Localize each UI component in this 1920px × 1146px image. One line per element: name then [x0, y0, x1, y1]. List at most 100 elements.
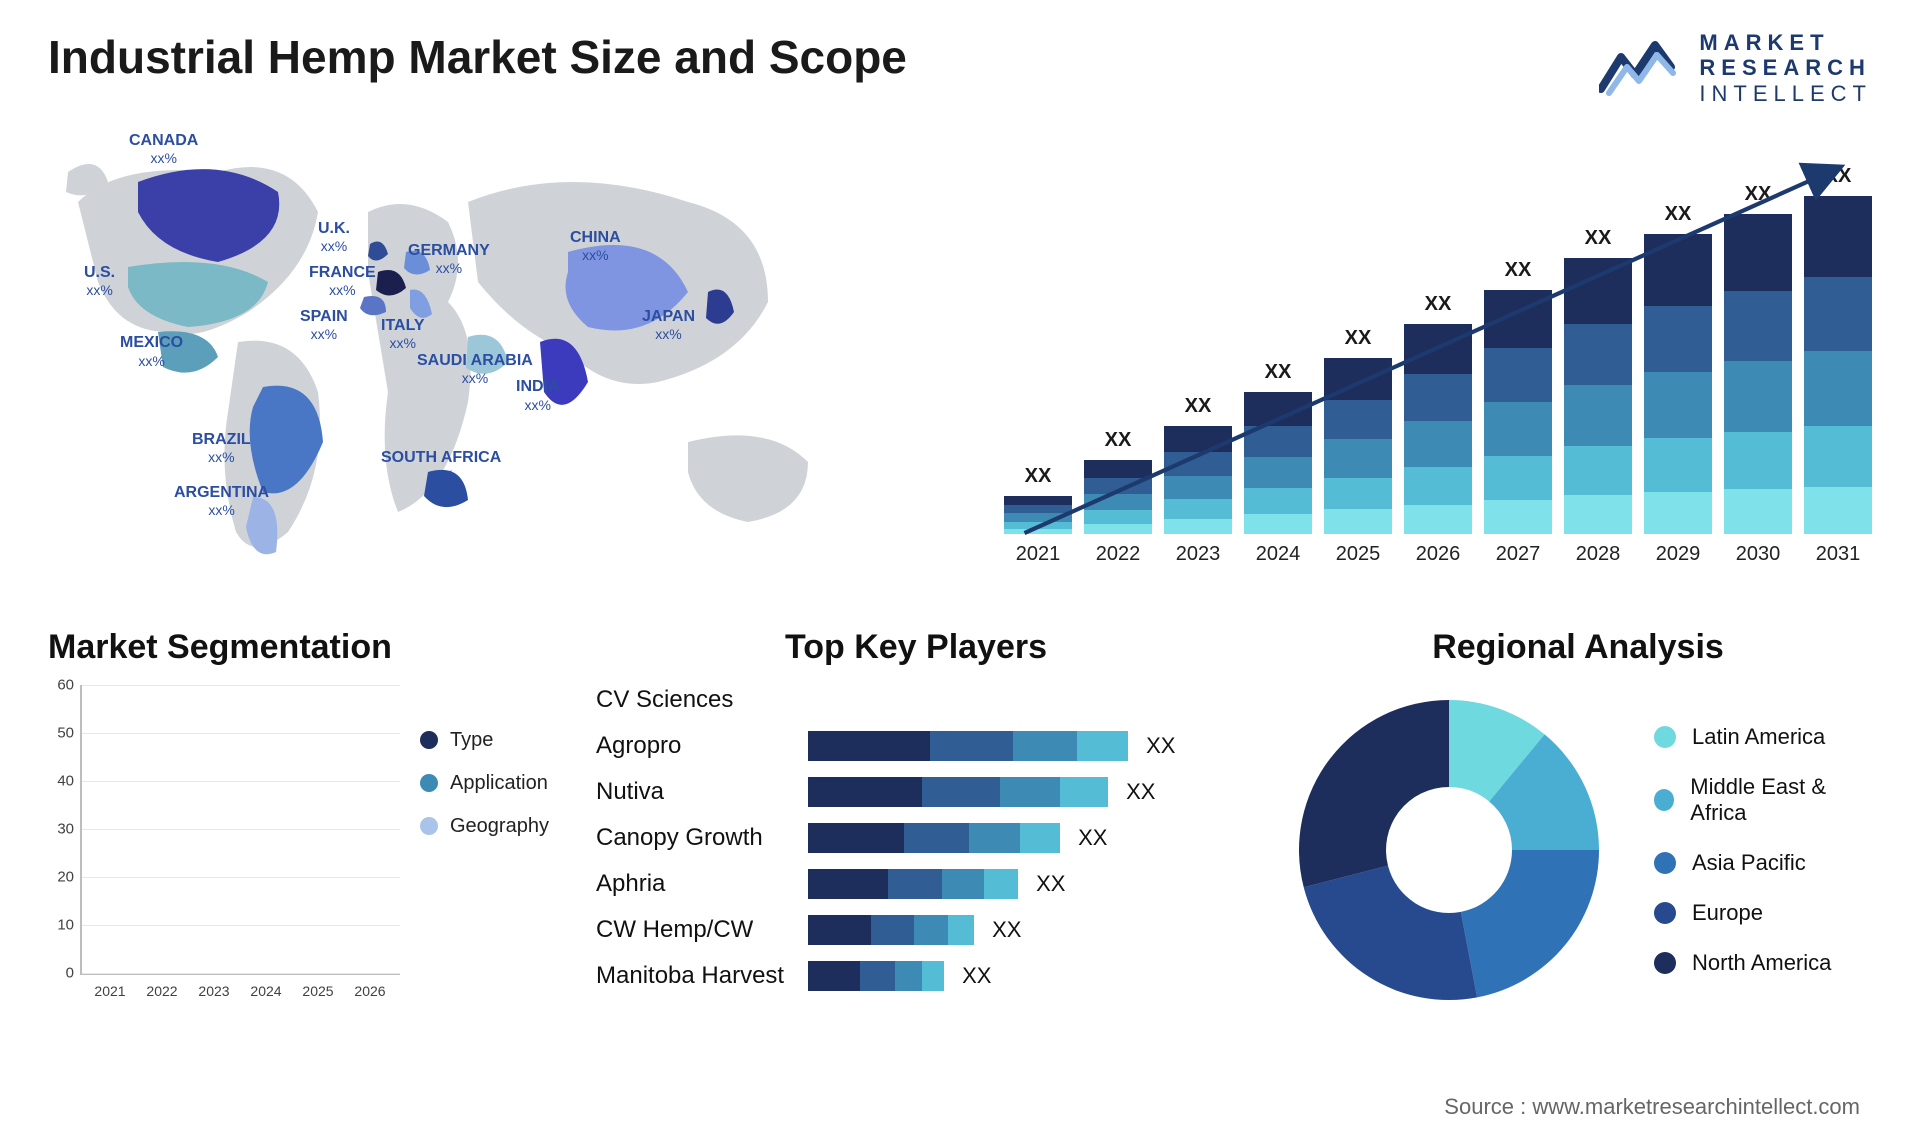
map-label-argentina: ARGENTINAxx% [174, 484, 269, 518]
map-label-south-africa: SOUTH AFRICAxx% [381, 449, 501, 483]
segmentation-chart: 0102030405060 [80, 685, 400, 975]
logo-line1: MARKET [1699, 30, 1872, 55]
map-label-spain: SPAINxx% [300, 308, 348, 342]
growth-x-2025: 2025 [1324, 543, 1392, 566]
growth-x-2029: 2029 [1644, 543, 1712, 566]
map-label-china: CHINAxx% [570, 229, 621, 263]
growth-x-2027: 2027 [1484, 543, 1552, 566]
map-label-u-k-: U.K.xx% [318, 220, 350, 254]
map-label-india: INDIAxx% [516, 378, 560, 412]
segmentation-title: Market Segmentation [48, 628, 548, 667]
logo-line3: INTELLECT [1699, 81, 1872, 106]
seg-legend-geography: Geography [420, 815, 549, 838]
player-bar-aphria: XX [808, 869, 1236, 899]
growth-bar-value: XX [1345, 327, 1372, 350]
segmentation-panel: Market Segmentation 0102030405060 2021 20… [48, 628, 548, 1015]
regional-title: Regional Analysis [1284, 628, 1872, 667]
growth-bar-value: XX [1825, 165, 1852, 188]
growth-x-2026: 2026 [1404, 543, 1472, 566]
growth-chart: XX XX XX XX XX XX XX XX XX XX XX 2021 2022 2023 2024 2… [1004, 132, 1872, 572]
growth-bar-value: XX [1105, 429, 1132, 452]
seg-ytick: 50 [57, 724, 82, 741]
player-bar-nutiva: XX [808, 777, 1236, 807]
map-label-germany: GERMANYxx% [408, 242, 490, 276]
regional-legend: Latin America Middle East & Africa Asia Pa… [1654, 724, 1872, 976]
map-label-japan: JAPANxx% [642, 308, 695, 342]
player-name: Nutiva [596, 777, 784, 807]
seg-ytick: 0 [66, 964, 82, 981]
world-map: CANADAxx%U.S.xx%MEXICOxx%BRAZILxx%ARGENT… [48, 132, 948, 572]
seg-ytick: 10 [57, 916, 82, 933]
growth-bar-value: XX [1585, 227, 1612, 250]
growth-bar-2027: XX [1484, 259, 1552, 534]
regional-legend-europe: Europe [1654, 900, 1872, 926]
seg-ytick: 20 [57, 868, 82, 885]
growth-bar-2021: XX [1004, 465, 1072, 534]
regional-legend-latin-america: Latin America [1654, 724, 1872, 750]
donut-slice-europe [1304, 866, 1477, 1000]
map-label-canada: CANADAxx% [129, 132, 198, 166]
map-label-brazil: BRAZILxx% [192, 431, 251, 465]
growth-bar-value: XX [1505, 259, 1532, 282]
donut-slice-asia-pacific [1461, 850, 1599, 997]
player-name: Manitoba Harvest [596, 961, 784, 991]
player-value: XX [962, 963, 991, 989]
growth-x-2022: 2022 [1084, 543, 1152, 566]
segmentation-legend: Type Application Geography [420, 685, 549, 999]
growth-bar-value: XX [1185, 395, 1212, 418]
player-name: Aphria [596, 869, 784, 899]
growth-bar-2025: XX [1324, 327, 1392, 534]
key-players-bars: XXXXXXXXXXXX [808, 685, 1236, 991]
player-bar-canopy-growth: XX [808, 823, 1236, 853]
key-players-panel: Top Key Players CV Sciences Agropro Nutiva… [596, 628, 1236, 1015]
growth-bar-2026: XX [1404, 293, 1472, 534]
growth-bar-value: XX [1425, 293, 1452, 316]
player-value: XX [1036, 871, 1065, 897]
growth-x-2031: 2031 [1804, 543, 1872, 566]
source-attribution: Source : www.marketresearchintellect.com [1444, 1094, 1860, 1120]
growth-bar-2023: XX [1164, 395, 1232, 534]
player-name: CW Hemp/CW [596, 915, 784, 945]
growth-x-2021: 2021 [1004, 543, 1072, 566]
seg-legend-application: Application [420, 772, 549, 795]
seg-x-2021: 2021 [90, 983, 130, 999]
player-value: XX [1078, 825, 1107, 851]
player-name: Agropro [596, 731, 784, 761]
growth-bar-2028: XX [1564, 227, 1632, 534]
map-label-italy: ITALYxx% [381, 317, 425, 351]
player-value: XX [1146, 733, 1175, 759]
seg-x-2023: 2023 [194, 983, 234, 999]
growth-bar-2024: XX [1244, 361, 1312, 534]
growth-x-2023: 2023 [1164, 543, 1232, 566]
regional-legend-asia-pacific: Asia Pacific [1654, 850, 1872, 876]
player-bar-agropro: XX [808, 731, 1236, 761]
seg-ytick: 60 [57, 676, 82, 693]
seg-x-2025: 2025 [298, 983, 338, 999]
regional-legend-north-america: North America [1654, 950, 1872, 976]
regional-donut [1284, 685, 1614, 1015]
regional-legend-middle-east-africa: Middle East & Africa [1654, 774, 1872, 826]
key-players-labels: CV Sciences Agropro Nutiva Canopy Growth Aph… [596, 685, 784, 991]
seg-x-2024: 2024 [246, 983, 286, 999]
player-value: XX [1126, 779, 1155, 805]
seg-x-2022: 2022 [142, 983, 182, 999]
growth-bar-value: XX [1745, 183, 1772, 206]
growth-bar-value: XX [1265, 361, 1292, 384]
player-name: Canopy Growth [596, 823, 784, 853]
regional-panel: Regional Analysis Latin America Middle Ea… [1284, 628, 1872, 1015]
key-players-title: Top Key Players [596, 628, 1236, 667]
growth-x-2024: 2024 [1244, 543, 1312, 566]
player-name: CV Sciences [596, 685, 784, 715]
map-label-france: FRANCExx% [309, 264, 376, 298]
growth-bar-value: XX [1665, 203, 1692, 226]
growth-bar-value: XX [1025, 465, 1052, 488]
growth-bar-2031: XX [1804, 165, 1872, 534]
seg-legend-type: Type [420, 729, 549, 752]
growth-bar-2022: XX [1084, 429, 1152, 534]
map-label-mexico: MEXICOxx% [120, 334, 183, 368]
brand-logo: MARKET RESEARCH INTELLECT [1599, 30, 1872, 106]
logo-peaks-icon [1599, 39, 1685, 97]
logo-line2: RESEARCH [1699, 55, 1872, 80]
growth-bar-2030: XX [1724, 183, 1792, 534]
donut-slice-north-america [1299, 700, 1449, 887]
